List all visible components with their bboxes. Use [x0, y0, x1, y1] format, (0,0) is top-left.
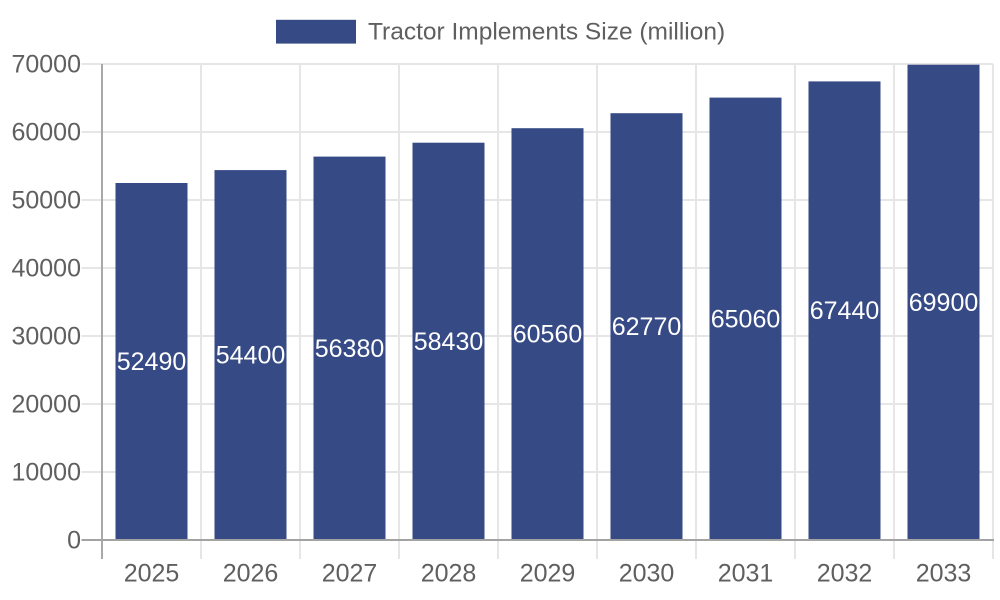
svg-text:60000: 60000 [11, 119, 81, 147]
svg-text:2028: 2028 [421, 560, 477, 588]
svg-text:69900: 69900 [909, 289, 979, 317]
svg-text:62770: 62770 [612, 313, 682, 341]
svg-text:10000: 10000 [11, 459, 81, 487]
svg-text:2030: 2030 [619, 560, 675, 588]
svg-text:50000: 50000 [11, 187, 81, 215]
svg-text:54400: 54400 [216, 342, 286, 370]
svg-text:58430: 58430 [414, 328, 484, 356]
svg-text:2026: 2026 [223, 560, 279, 588]
svg-text:0: 0 [67, 527, 81, 555]
svg-text:2029: 2029 [520, 560, 576, 588]
svg-text:67440: 67440 [810, 297, 880, 325]
svg-text:70000: 70000 [11, 51, 81, 79]
svg-text:2033: 2033 [916, 560, 972, 588]
svg-text:30000: 30000 [11, 323, 81, 351]
svg-text:40000: 40000 [11, 255, 81, 283]
svg-text:2027: 2027 [322, 560, 378, 588]
svg-text:56380: 56380 [315, 335, 385, 363]
svg-text:2025: 2025 [124, 560, 180, 588]
svg-text:Tractor Implements Size (milli: Tractor Implements Size (million) [368, 19, 725, 46]
svg-text:60560: 60560 [513, 321, 583, 349]
svg-text:2032: 2032 [817, 560, 873, 588]
svg-text:52490: 52490 [117, 348, 187, 376]
svg-text:2031: 2031 [718, 560, 774, 588]
svg-text:20000: 20000 [11, 391, 81, 419]
svg-text:65060: 65060 [711, 305, 781, 333]
